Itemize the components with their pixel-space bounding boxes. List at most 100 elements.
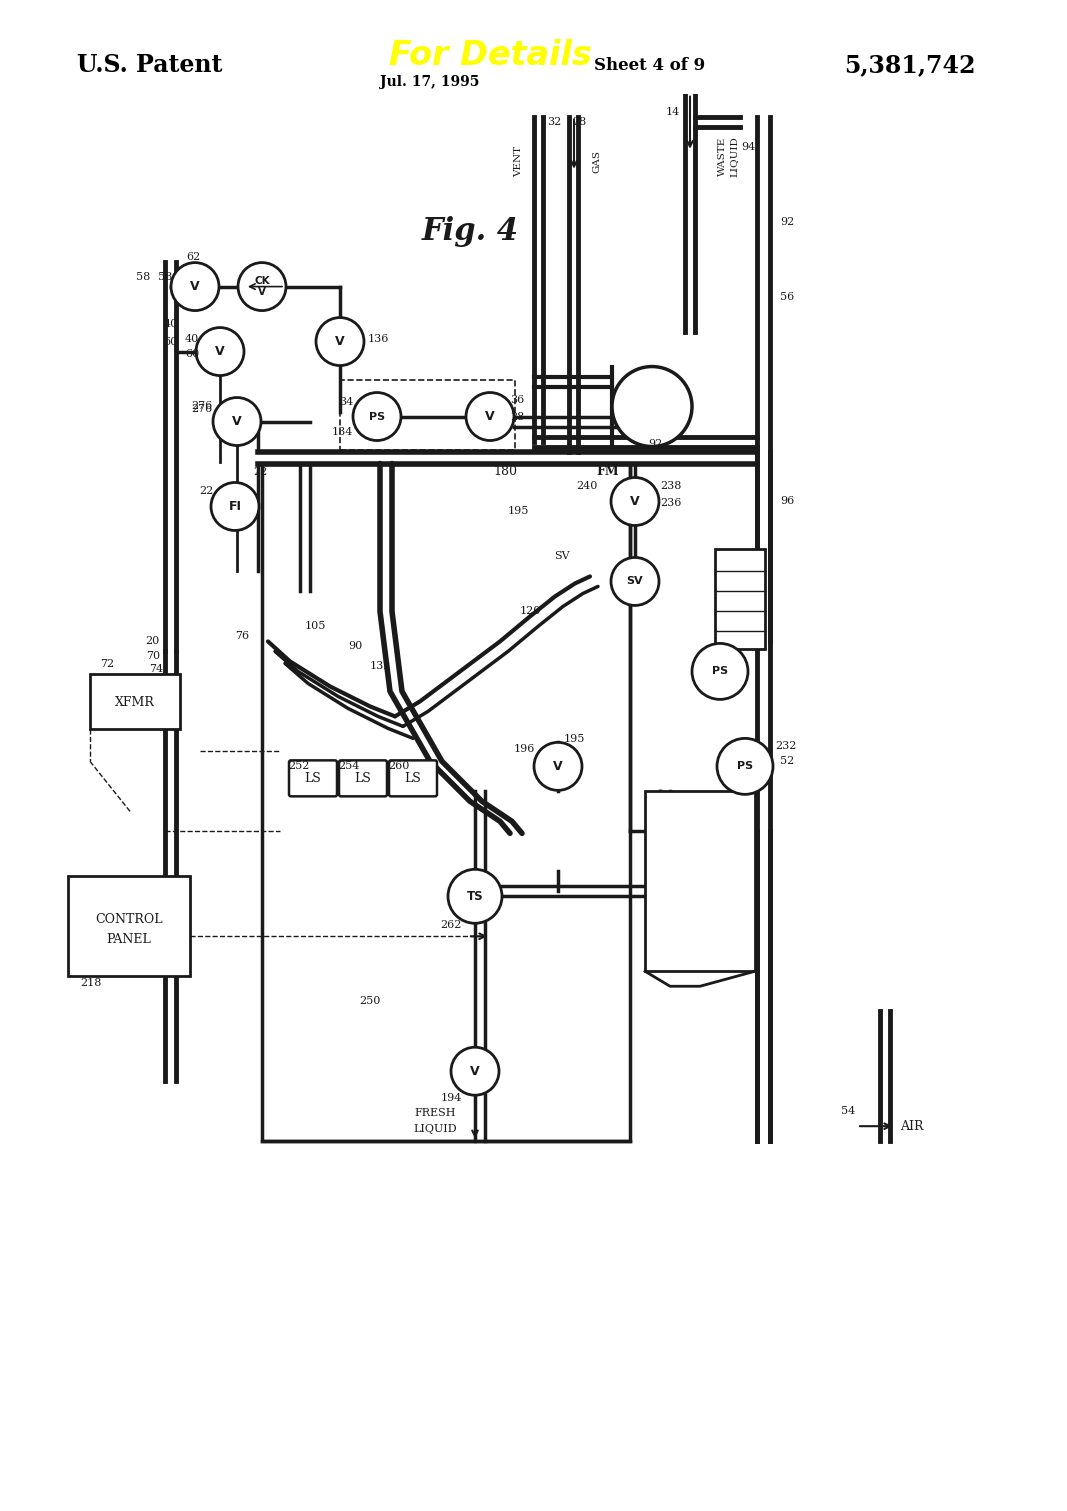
Text: LS: LS — [354, 772, 371, 784]
Bar — [340, 379, 515, 449]
Circle shape — [692, 644, 748, 700]
FancyBboxPatch shape — [289, 760, 337, 796]
Text: 60: 60 — [163, 337, 178, 346]
Text: 36: 36 — [510, 394, 524, 405]
Text: 56: 56 — [780, 292, 794, 302]
Text: 276: 276 — [191, 400, 212, 411]
Circle shape — [238, 263, 286, 311]
Text: 58: 58 — [158, 272, 172, 281]
Text: 96: 96 — [780, 497, 794, 506]
Text: 92: 92 — [780, 216, 794, 227]
Text: 22: 22 — [198, 487, 213, 497]
Text: LS: LS — [304, 772, 321, 784]
Text: 250: 250 — [360, 996, 381, 1006]
Text: 120: 120 — [520, 606, 541, 616]
Bar — [90, 674, 180, 730]
Text: 32: 32 — [547, 116, 561, 127]
Text: FI: FI — [228, 500, 241, 512]
Circle shape — [211, 482, 259, 530]
Circle shape — [451, 1047, 499, 1095]
Text: 76: 76 — [235, 632, 249, 642]
Text: 238: 238 — [660, 482, 682, 491]
Text: 254: 254 — [338, 762, 360, 771]
Bar — [68, 876, 190, 976]
Text: 262: 262 — [441, 920, 462, 931]
Text: CK
V: CK V — [254, 277, 270, 298]
Text: 105: 105 — [305, 621, 327, 632]
Text: V: V — [335, 335, 345, 348]
Text: Sheet 4 of 9: Sheet 4 of 9 — [594, 57, 705, 74]
Text: V: V — [190, 280, 200, 293]
Text: TAP HERE: TAP HERE — [456, 15, 524, 27]
Text: 260: 260 — [388, 762, 410, 771]
Text: V: V — [631, 496, 640, 508]
Circle shape — [611, 477, 659, 526]
Text: PS: PS — [712, 666, 728, 677]
Text: 5,381,742: 5,381,742 — [844, 53, 975, 77]
Text: 196: 196 — [513, 745, 535, 754]
Circle shape — [717, 739, 773, 795]
FancyBboxPatch shape — [389, 760, 437, 796]
Text: V: V — [485, 409, 495, 423]
Text: Jul. 17, 1995: Jul. 17, 1995 — [380, 74, 480, 89]
Circle shape — [534, 742, 582, 790]
Text: 58: 58 — [136, 272, 150, 281]
Text: SV: SV — [554, 552, 570, 562]
Text: 134: 134 — [332, 426, 353, 437]
Text: 14: 14 — [666, 107, 680, 116]
Text: SV: SV — [626, 577, 643, 586]
Text: PS: PS — [737, 762, 753, 771]
Text: 62: 62 — [186, 252, 201, 261]
Text: PANEL: PANEL — [107, 932, 152, 946]
Text: 92: 92 — [648, 438, 663, 449]
Text: FM: FM — [596, 465, 619, 477]
Text: LIQUID: LIQUID — [730, 136, 738, 177]
Text: 94: 94 — [740, 142, 755, 151]
Circle shape — [196, 328, 244, 376]
Text: U.S. Patent: U.S. Patent — [77, 53, 223, 77]
Circle shape — [213, 397, 261, 446]
Text: 74: 74 — [149, 665, 163, 674]
Text: 90: 90 — [348, 641, 362, 651]
Bar — [262, 464, 630, 1141]
FancyBboxPatch shape — [339, 760, 387, 796]
Circle shape — [171, 263, 219, 311]
Bar — [715, 550, 765, 650]
Text: 72: 72 — [100, 659, 114, 669]
Circle shape — [466, 393, 514, 441]
Text: LIQUID: LIQUID — [413, 1124, 457, 1135]
Text: 54: 54 — [841, 1106, 855, 1117]
Text: 195: 195 — [564, 734, 586, 745]
Text: V: V — [233, 416, 242, 428]
Circle shape — [448, 869, 501, 923]
Text: 195: 195 — [508, 506, 529, 517]
Text: 40: 40 — [163, 319, 178, 328]
Text: 276: 276 — [192, 403, 213, 414]
Text: 240: 240 — [576, 482, 598, 491]
Bar — [644, 792, 755, 972]
Circle shape — [611, 558, 659, 606]
Circle shape — [353, 393, 401, 441]
Text: 34: 34 — [338, 396, 353, 406]
Text: 70: 70 — [146, 651, 160, 662]
Text: 22: 22 — [253, 467, 267, 476]
Text: 28: 28 — [572, 116, 586, 127]
Text: VENT: VENT — [514, 147, 524, 177]
Text: AIR: AIR — [899, 1120, 924, 1133]
Text: V: V — [553, 760, 562, 772]
Text: LS: LS — [404, 772, 421, 784]
Circle shape — [316, 317, 364, 366]
Text: Fig. 4: Fig. 4 — [421, 216, 519, 248]
Text: 252: 252 — [288, 762, 309, 771]
Text: 218: 218 — [80, 978, 101, 988]
Text: TS: TS — [466, 890, 483, 902]
Text: 40: 40 — [185, 334, 200, 343]
Text: 28: 28 — [510, 411, 524, 422]
Text: 236: 236 — [660, 499, 682, 509]
Text: V: V — [471, 1065, 480, 1077]
Circle shape — [612, 367, 692, 447]
Text: 180: 180 — [493, 465, 517, 477]
Text: 232: 232 — [775, 742, 796, 751]
Text: WASTE: WASTE — [717, 138, 727, 177]
Text: GAS: GAS — [592, 150, 601, 174]
